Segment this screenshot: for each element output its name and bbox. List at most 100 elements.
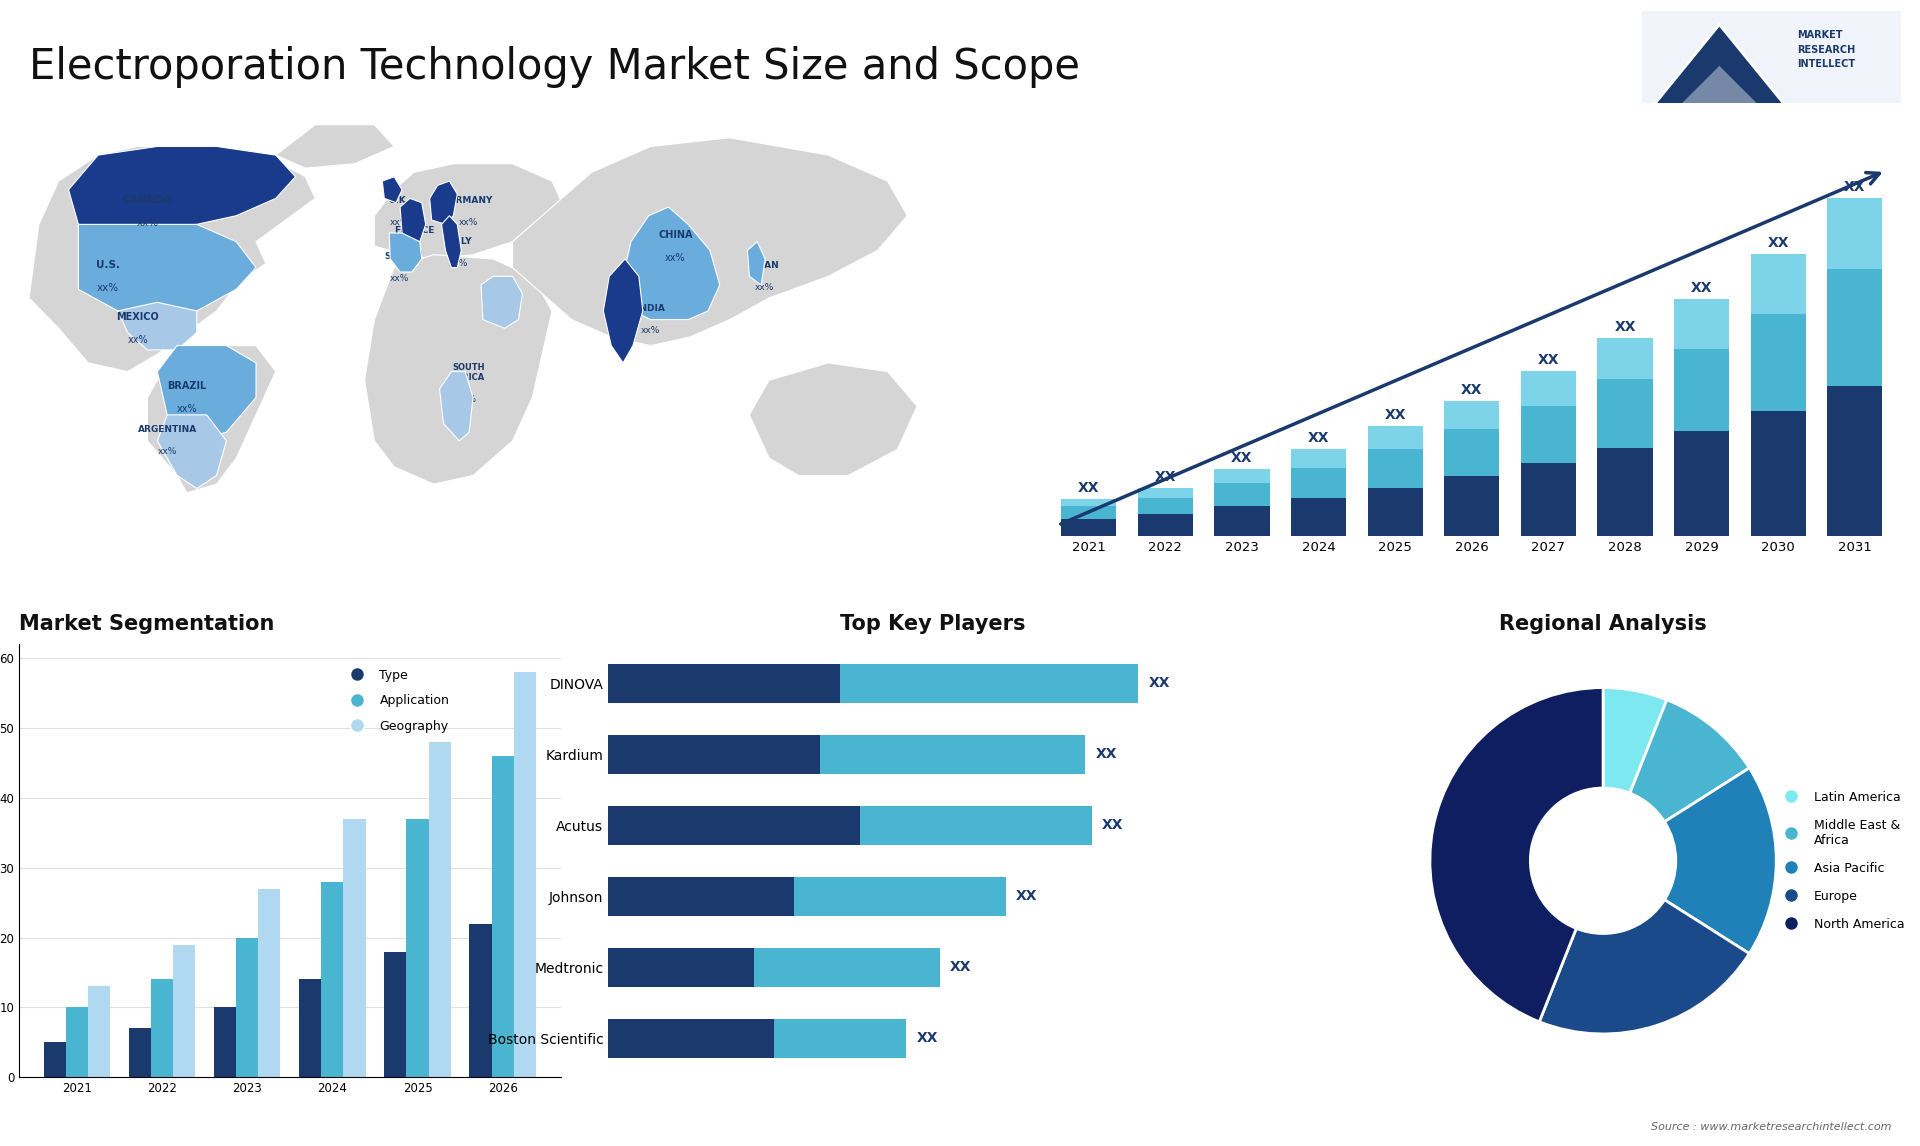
- Polygon shape: [747, 242, 766, 285]
- Bar: [428, 743, 451, 1077]
- Bar: [1139, 488, 1192, 497]
- Text: xx%: xx%: [755, 283, 774, 292]
- Bar: [44, 1043, 65, 1077]
- Text: XX: XX: [1308, 431, 1329, 446]
- Polygon shape: [749, 363, 918, 476]
- Text: XX: XX: [1538, 353, 1559, 367]
- Text: xx%: xx%: [459, 218, 478, 227]
- Bar: [609, 806, 860, 845]
- Bar: [152, 980, 173, 1077]
- Bar: [755, 948, 939, 987]
- Polygon shape: [365, 254, 553, 484]
- Text: CANADA: CANADA: [123, 195, 173, 205]
- Wedge shape: [1630, 700, 1749, 822]
- Bar: [1213, 482, 1269, 507]
- Bar: [1367, 449, 1423, 488]
- Bar: [1674, 350, 1730, 431]
- Bar: [470, 924, 492, 1077]
- Text: INDIA: INDIA: [636, 304, 664, 313]
- Bar: [1139, 515, 1192, 536]
- Text: xx%: xx%: [96, 283, 119, 293]
- Bar: [1213, 470, 1269, 482]
- Bar: [88, 987, 109, 1077]
- Polygon shape: [79, 225, 255, 320]
- Bar: [215, 1007, 236, 1077]
- Wedge shape: [1540, 900, 1749, 1034]
- Polygon shape: [1651, 24, 1788, 108]
- Polygon shape: [399, 198, 426, 242]
- Bar: [1521, 406, 1576, 463]
- Text: XX: XX: [1077, 481, 1100, 495]
- Title: Regional Analysis: Regional Analysis: [1500, 614, 1707, 635]
- Text: XX: XX: [950, 960, 972, 974]
- Text: xx%: xx%: [127, 335, 148, 345]
- Text: XX: XX: [1231, 452, 1252, 465]
- Text: XX: XX: [916, 1031, 937, 1045]
- Bar: [384, 951, 407, 1077]
- Text: XX: XX: [1154, 470, 1177, 484]
- Bar: [609, 1019, 774, 1058]
- Bar: [1139, 497, 1192, 515]
- Bar: [1444, 430, 1500, 476]
- Polygon shape: [276, 125, 394, 168]
- Bar: [609, 948, 755, 987]
- Text: XX: XX: [1102, 818, 1123, 832]
- Polygon shape: [390, 233, 422, 272]
- Polygon shape: [482, 276, 522, 328]
- Bar: [1597, 379, 1653, 448]
- Bar: [1213, 507, 1269, 536]
- Bar: [609, 877, 793, 916]
- Wedge shape: [1665, 768, 1776, 953]
- Title: Top Key Players: Top Key Players: [841, 614, 1025, 635]
- Text: xx%: xx%: [449, 259, 468, 268]
- Text: XX: XX: [1384, 408, 1405, 422]
- Text: Electroporation Technology Market Size and Scope: Electroporation Technology Market Size a…: [29, 46, 1079, 88]
- Text: XX: XX: [1768, 236, 1789, 250]
- Bar: [1290, 468, 1346, 497]
- Polygon shape: [513, 138, 908, 346]
- Bar: [492, 756, 515, 1077]
- Bar: [1444, 401, 1500, 430]
- Polygon shape: [603, 259, 643, 363]
- Text: SOUTH
AFRICA: SOUTH AFRICA: [451, 363, 486, 383]
- Polygon shape: [157, 346, 255, 441]
- Polygon shape: [117, 303, 198, 350]
- Bar: [1521, 371, 1576, 406]
- Bar: [1367, 488, 1423, 536]
- Text: xx%: xx%: [177, 405, 198, 414]
- Text: SAUDI
ARABIA: SAUDI ARABIA: [486, 285, 520, 305]
- Bar: [65, 1007, 88, 1077]
- Legend: Type, Application, Geography: Type, Application, Geography: [340, 664, 455, 738]
- Bar: [1674, 431, 1730, 536]
- Text: xx%: xx%: [493, 317, 513, 327]
- Bar: [820, 735, 1085, 774]
- Bar: [1290, 497, 1346, 536]
- Text: XX: XX: [1692, 281, 1713, 296]
- Bar: [841, 664, 1139, 702]
- Text: XX: XX: [1461, 383, 1482, 397]
- Bar: [1828, 269, 1882, 386]
- Bar: [259, 888, 280, 1077]
- Bar: [1062, 500, 1116, 507]
- Polygon shape: [374, 164, 563, 259]
- Bar: [774, 1019, 906, 1058]
- Text: GERMANY: GERMANY: [444, 196, 493, 205]
- Text: XX: XX: [1843, 180, 1866, 194]
- Text: xx%: xx%: [136, 218, 159, 228]
- Polygon shape: [624, 207, 720, 320]
- Text: xx%: xx%: [405, 249, 424, 257]
- Polygon shape: [440, 371, 472, 441]
- Text: U.S.: U.S.: [96, 260, 121, 269]
- Bar: [1597, 448, 1653, 536]
- Text: ITALY: ITALY: [445, 237, 472, 246]
- Bar: [1828, 386, 1882, 536]
- Text: SPAIN: SPAIN: [384, 252, 415, 261]
- Bar: [1062, 519, 1116, 536]
- Polygon shape: [69, 147, 296, 233]
- Bar: [1828, 198, 1882, 269]
- Legend: Latin America, Middle East &
Africa, Asia Pacific, Europe, North America: Latin America, Middle East & Africa, Asi…: [1774, 786, 1910, 936]
- Text: xx%: xx%: [390, 274, 409, 283]
- Text: XX: XX: [1615, 320, 1636, 333]
- Text: XX: XX: [1148, 676, 1169, 691]
- Polygon shape: [382, 176, 401, 203]
